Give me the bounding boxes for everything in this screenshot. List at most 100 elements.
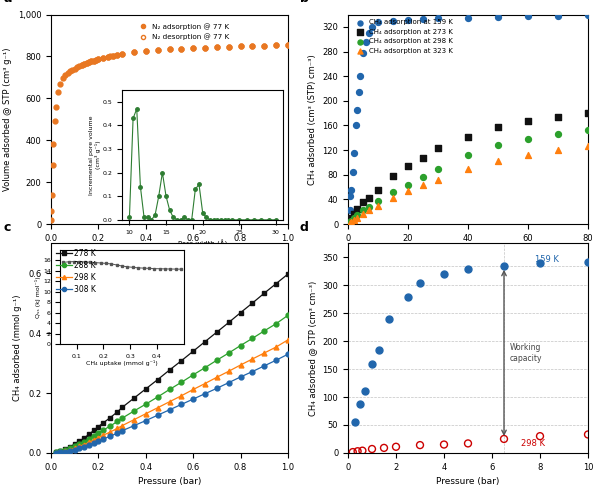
278 K: [202, 338, 209, 344]
N₂ desorption @ 77 K: [237, 43, 244, 49]
278 K: [130, 395, 137, 401]
278 K: [214, 329, 221, 335]
298 K: [119, 423, 126, 429]
298 K: [67, 447, 74, 453]
N₂ adsorption @ 77 K: [59, 75, 67, 81]
N₂ adsorption @ 77 K: [69, 67, 76, 73]
278 K: [80, 435, 88, 441]
CH₄ adsorption at 273 K: [388, 172, 398, 180]
298 K: [80, 442, 88, 448]
N₂ desorption @ 77 K: [104, 54, 112, 60]
Text: 159 K: 159 K: [535, 256, 559, 264]
308 K: [85, 442, 92, 448]
278 K: [100, 420, 107, 426]
CH₄ adsorption at 159 K: [346, 192, 355, 200]
CH₄ adsorption at 298 K: [403, 181, 413, 188]
CH₄ adsorption at 323 K: [433, 176, 443, 184]
N₂ adsorption @ 77 K: [249, 43, 256, 49]
CH₄ adsorption at 298 K: [346, 217, 356, 225]
308 K: [62, 449, 69, 455]
Point: [384, 315, 394, 323]
N₂ adsorption @ 77 K: [166, 46, 173, 52]
N₂ adsorption @ 77 K: [55, 89, 62, 95]
278 K: [67, 444, 74, 450]
288 K: [107, 423, 114, 429]
298 K: [107, 429, 114, 435]
288 K: [71, 443, 79, 449]
N₂ adsorption @ 77 K: [76, 63, 83, 69]
N₂ adsorption @ 77 K: [214, 44, 221, 50]
CH₄ adsorption at 298 K: [349, 214, 359, 222]
288 K: [130, 408, 137, 414]
N₂ adsorption @ 77 K: [190, 45, 197, 51]
CH₄ adsorption at 298 K: [418, 173, 428, 181]
N₂ desorption @ 77 K: [261, 43, 268, 49]
CH₄ adsorption at 323 K: [346, 218, 356, 226]
308 K: [142, 418, 149, 424]
N₂ adsorption @ 77 K: [107, 54, 114, 59]
CH₄ adsorption at 159 K: [358, 49, 368, 56]
Line: 308 K: 308 K: [53, 352, 290, 455]
N₂ adsorption @ 77 K: [92, 57, 100, 63]
N₂ desorption @ 77 K: [95, 56, 102, 62]
298 K: [95, 435, 102, 441]
N₂ adsorption @ 77 K: [272, 42, 280, 48]
N₂ desorption @ 77 K: [119, 51, 126, 57]
278 K: [166, 367, 173, 373]
N₂ desorption @ 77 K: [80, 61, 88, 67]
288 K: [214, 357, 221, 363]
288 K: [237, 342, 244, 348]
N₂ adsorption @ 77 K: [50, 142, 57, 148]
N₂ desorption @ 77 K: [78, 62, 85, 68]
288 K: [249, 336, 256, 341]
288 K: [62, 447, 69, 453]
CH₄ adsorption at 159 K: [344, 214, 353, 222]
278 K: [57, 448, 64, 454]
298 K: [166, 399, 173, 405]
308 K: [107, 433, 114, 439]
298 K: [57, 449, 64, 455]
CH₄ adsorption at 159 K: [354, 88, 364, 95]
CH₄ adsorption at 298 K: [523, 135, 533, 143]
N₂ desorption @ 77 K: [88, 58, 95, 64]
288 K: [225, 350, 232, 356]
298 K: [261, 350, 268, 356]
288 K: [76, 441, 83, 447]
CH₄ adsorption at 159 K: [523, 13, 533, 20]
278 K: [90, 428, 97, 433]
CH₄ adsorption at 298 K: [388, 188, 398, 196]
X-axis label: Pressure (bar): Pressure (bar): [436, 477, 500, 486]
CH₄ adsorption at 323 K: [358, 209, 368, 217]
N₂ adsorption @ 77 K: [88, 58, 95, 64]
N₂ adsorption @ 77 K: [237, 43, 244, 49]
N₂ desorption @ 77 K: [178, 46, 185, 52]
N₂ adsorption @ 77 K: [71, 66, 79, 72]
308 K: [225, 380, 232, 386]
Point: [439, 270, 449, 278]
278 K: [76, 438, 83, 444]
288 K: [284, 312, 292, 318]
278 K: [249, 300, 256, 306]
CH₄ adsorption at 159 K: [388, 17, 398, 25]
298 K: [76, 443, 83, 449]
CH₄ adsorption at 159 K: [364, 29, 374, 37]
288 K: [178, 379, 185, 385]
CH₄ adsorption at 298 K: [553, 130, 563, 138]
CH₄ adsorption at 273 K: [352, 206, 362, 213]
298 K: [202, 380, 209, 386]
N₂ desorption @ 77 K: [92, 57, 100, 63]
278 K: [178, 358, 185, 364]
288 K: [190, 372, 197, 378]
288 K: [114, 419, 121, 425]
308 K: [249, 369, 256, 375]
CH₄ adsorption at 273 K: [344, 217, 354, 225]
N₂ adsorption @ 77 K: [48, 208, 55, 214]
N₂ adsorption @ 77 K: [261, 43, 268, 49]
CH₄ adsorption at 159 K: [346, 186, 356, 194]
Point: [415, 441, 425, 449]
308 K: [178, 401, 185, 407]
CH₄ adsorption at 323 K: [364, 206, 374, 214]
CH₄ adsorption at 298 K: [583, 127, 593, 134]
N₂ adsorption @ 77 K: [154, 47, 161, 53]
N₂ desorption @ 77 K: [249, 43, 256, 49]
